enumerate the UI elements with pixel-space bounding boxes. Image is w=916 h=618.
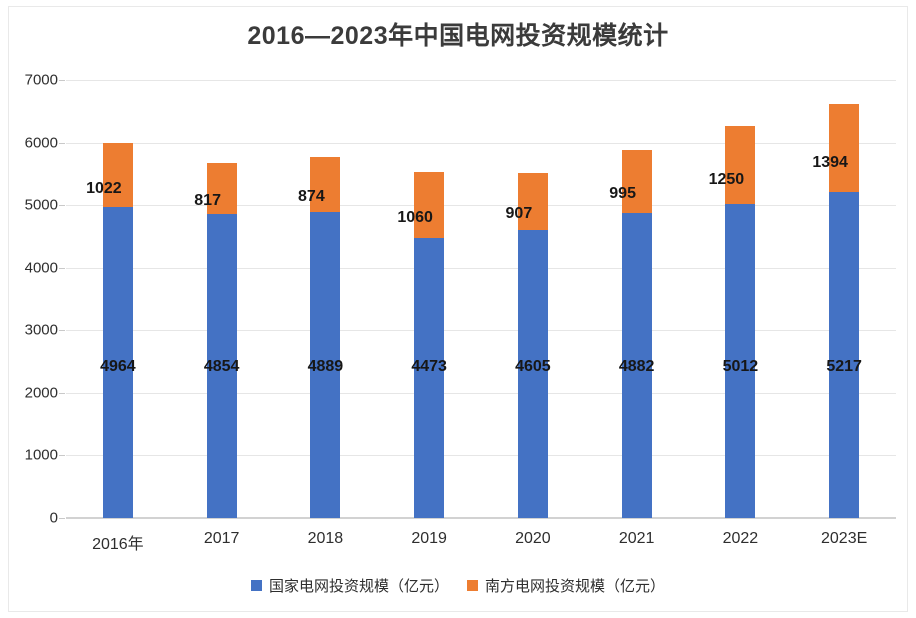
bar-segment-state-grid[interactable] (206, 214, 237, 518)
bar-value-label-state-grid: 4605 (515, 358, 551, 375)
y-tick-label: 6000 (24, 134, 58, 152)
y-tick-mark (59, 392, 65, 394)
bar-segment-south-grid[interactable] (621, 150, 652, 213)
bar-value-label-south-grid: 817 (194, 191, 221, 209)
legend-item[interactable]: 国家电网投资规模（亿元） (250, 575, 449, 596)
x-tick-label: 2023E (820, 530, 868, 547)
y-tick-label: 1000 (24, 446, 58, 464)
plot-area: 4964 1022 4854 817 4889 874 4473 1060 4605 907 488… (59, 80, 896, 519)
y-tick-mark (59, 518, 65, 519)
x-tick-label: 2017 (203, 530, 240, 547)
bar-value-label-south-grid: 1022 (86, 179, 122, 197)
chart-legend: 国家电网投资规模（亿元） 南方电网投资规模（亿元） (0, 575, 916, 596)
y-tick-label: 4000 (24, 259, 58, 277)
axis-baseline (66, 517, 896, 519)
bar-value-label-south-grid: 1060 (397, 209, 433, 227)
legend-swatch-blue-icon (250, 580, 262, 591)
y-tick-label: 7000 (24, 71, 58, 89)
y-tick-mark (59, 80, 65, 81)
chart-title: 2016—2023年中国电网投资规模统计 (247, 22, 669, 50)
x-tick-label: 2020 (515, 530, 551, 547)
bar-segment-south-grid[interactable] (310, 157, 341, 213)
legend-swatch-orange-icon (467, 580, 478, 591)
gridline (66, 455, 896, 457)
y-axis: 0 1000 2000 3000 4000 5000 6000 7000 (0, 72, 58, 527)
legend-item[interactable]: 南方电网投资规模（亿元） (467, 575, 665, 596)
gridline (66, 392, 896, 394)
y-tick-label: 5000 (24, 196, 58, 214)
x-tick-label: 2018 (307, 530, 344, 547)
bar-segment-state-grid[interactable] (102, 207, 133, 518)
y-tick-label: 2000 (24, 384, 58, 402)
bar-group[interactable] (206, 80, 237, 518)
y-tick-label: 0 (49, 509, 58, 527)
bar-value-label-south-grid: 1250 (708, 170, 745, 188)
bar-value-label-state-grid: 5217 (826, 358, 862, 375)
bar-value-label-state-grid: 4882 (618, 358, 655, 375)
y-tick-mark (59, 267, 65, 269)
bar-segment-south-grid[interactable] (725, 126, 756, 205)
legend-label: 国家电网投资规模（亿元） (268, 578, 449, 595)
bar-value-label-state-grid: 4854 (203, 358, 240, 375)
bar-group[interactable] (517, 80, 548, 518)
y-tick-mark (59, 205, 65, 207)
bar-value-label-south-grid: 1394 (812, 153, 848, 171)
gridline (66, 330, 896, 332)
bar-value-label-south-grid: 995 (609, 185, 636, 203)
bar-group[interactable] (310, 80, 341, 518)
gridline (66, 267, 896, 269)
y-tick-mark (59, 455, 65, 457)
bar-segment-state-grid[interactable] (725, 204, 756, 518)
x-tick-label: 2019 (411, 530, 447, 547)
y-tick-mark (59, 330, 65, 332)
bar-segment-south-grid[interactable] (829, 104, 860, 192)
y-tick-label: 3000 (24, 321, 58, 339)
bar-group[interactable] (621, 80, 652, 518)
bar-value-label-state-grid: 4473 (411, 358, 447, 375)
bar-value-label-state-grid: 4964 (100, 358, 136, 375)
y-tick-mark (59, 142, 65, 144)
bar-group[interactable] (829, 80, 860, 518)
gridline (66, 142, 896, 144)
bar-value-label-state-grid: 4889 (307, 358, 344, 375)
bar-segment-south-grid[interactable] (414, 171, 445, 239)
bar-segment-state-grid[interactable] (621, 212, 652, 518)
bar-segment-state-grid[interactable] (829, 191, 860, 518)
gridline (66, 205, 896, 207)
bar-segment-state-grid[interactable] (414, 238, 445, 518)
x-tick-label: 2022 (722, 530, 759, 547)
bar-segment-south-grid[interactable] (102, 143, 133, 208)
bar-segment-south-grid[interactable] (517, 173, 548, 230)
bar-segment-south-grid[interactable] (206, 163, 237, 215)
bar-value-label-state-grid: 5012 (722, 358, 759, 375)
bar-value-label-south-grid: 907 (505, 205, 533, 223)
bar-value-label-south-grid: 874 (298, 188, 325, 206)
bar-group[interactable] (725, 80, 756, 518)
legend-label: 南方电网投资规模（亿元） (485, 578, 666, 595)
x-tick-label: 2016年 (92, 536, 144, 553)
gridline (66, 80, 896, 81)
bar-segment-state-grid[interactable] (310, 212, 341, 518)
bar-group[interactable] (414, 80, 445, 518)
x-tick-label: 2021 (618, 530, 655, 547)
bar-segment-state-grid[interactable] (517, 229, 548, 518)
bar-group[interactable] (102, 80, 133, 518)
